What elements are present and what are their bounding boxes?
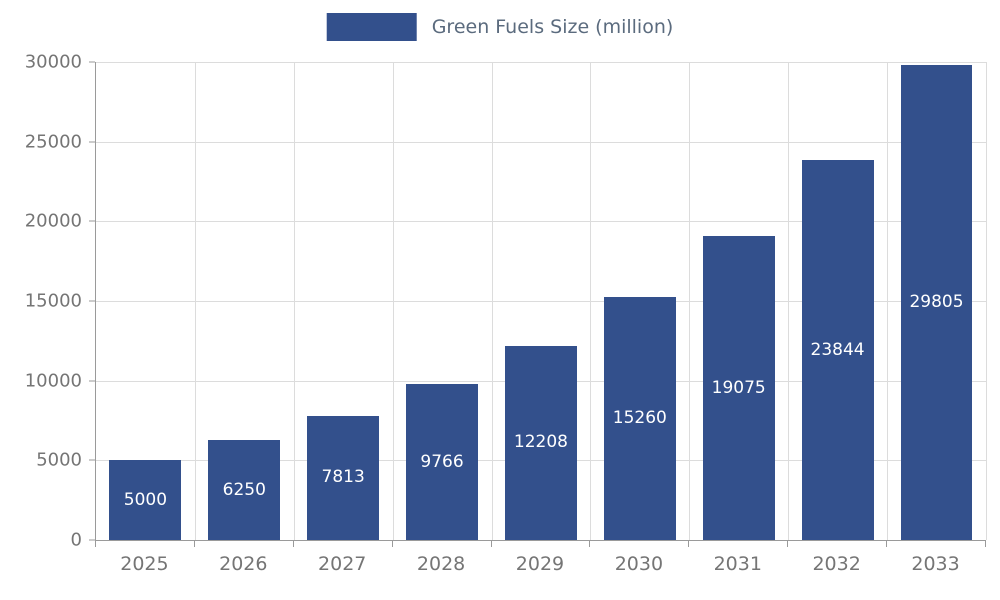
bar: 19075 <box>702 236 775 540</box>
x-tick-mark <box>688 541 690 547</box>
bar-value-label: 23844 <box>810 339 865 360</box>
y-axis-tick-label: 15000 <box>24 290 82 312</box>
bar-value-label: 19075 <box>711 377 766 398</box>
bar: 5000 <box>109 460 182 540</box>
gridline-vertical <box>491 62 493 540</box>
gridline-vertical <box>689 62 691 540</box>
bar: 12208 <box>505 345 577 540</box>
legend-swatch-icon <box>326 13 417 41</box>
x-tick-mark <box>391 541 393 547</box>
bar: 6250 <box>208 440 281 540</box>
bar: 29805 <box>900 65 973 540</box>
y-tick-mark <box>89 539 95 541</box>
x-axis-tick-label: 2033 <box>911 553 960 575</box>
x-tick-mark <box>490 541 492 547</box>
gridline-horizontal <box>96 62 986 63</box>
x-axis-tick-label: 2026 <box>219 553 268 575</box>
gridline-vertical <box>986 62 987 540</box>
gridline-vertical <box>293 62 295 540</box>
x-axis-tick-label: 2032 <box>812 553 861 575</box>
bar: 15260 <box>603 296 676 540</box>
bar: 9766 <box>406 384 478 540</box>
x-axis-tick-label: 2027 <box>318 553 367 575</box>
x-axis-tick-label: 2025 <box>120 553 169 575</box>
x-tick-mark <box>787 541 789 547</box>
bar-value-label: 6250 <box>222 479 266 500</box>
gridline-horizontal <box>96 141 986 143</box>
legend[interactable]: Green Fuels Size (million) <box>326 13 674 41</box>
x-axis-tick-label: 2030 <box>614 553 664 575</box>
gridline-vertical <box>392 62 394 540</box>
bar-value-label: 15260 <box>612 407 667 428</box>
bar-value-label: 12208 <box>513 432 568 453</box>
y-axis-tick-label: 20000 <box>24 210 82 232</box>
y-tick-mark <box>89 459 95 461</box>
y-axis-tick-label: 10000 <box>24 370 82 392</box>
bar-value-label: 9766 <box>420 451 464 472</box>
y-tick-mark <box>89 300 95 302</box>
y-tick-mark <box>89 141 95 143</box>
x-axis-tick-label: 2028 <box>416 553 466 575</box>
gridline-vertical <box>194 62 196 540</box>
y-axis-tick-label: 0 <box>70 529 82 551</box>
x-tick-mark <box>886 541 888 547</box>
legend-label: Green Fuels Size (million) <box>431 16 674 38</box>
x-axis-tick-label: 2031 <box>713 553 762 575</box>
gridline-horizontal <box>96 221 986 223</box>
y-axis-tick-label: 5000 <box>36 449 82 471</box>
y-tick-mark <box>89 380 95 382</box>
x-tick-mark <box>95 541 96 547</box>
x-tick-mark <box>985 541 986 547</box>
bar: 23844 <box>801 160 874 540</box>
x-axis-tick-label: 2029 <box>515 553 565 575</box>
y-axis-tick-label: 30000 <box>24 51 82 73</box>
x-tick-mark <box>193 541 195 547</box>
y-tick-mark <box>89 61 95 63</box>
x-tick-mark <box>589 541 591 547</box>
plot-area: 5000 6250 7813 9766 12208 15260 19075 23844 2980… <box>95 62 987 541</box>
gridline-vertical <box>788 62 790 540</box>
y-axis-tick-label: 25000 <box>24 131 82 153</box>
bar-value-label: 5000 <box>123 489 168 510</box>
gridline-horizontal <box>96 301 986 302</box>
gridline-vertical <box>590 62 592 540</box>
bar-value-label: 29805 <box>909 292 964 313</box>
bar: 7813 <box>307 415 380 540</box>
bar-value-label: 7813 <box>321 467 365 488</box>
y-tick-mark <box>89 220 95 222</box>
x-tick-mark <box>292 541 294 547</box>
gridline-vertical <box>887 62 889 540</box>
